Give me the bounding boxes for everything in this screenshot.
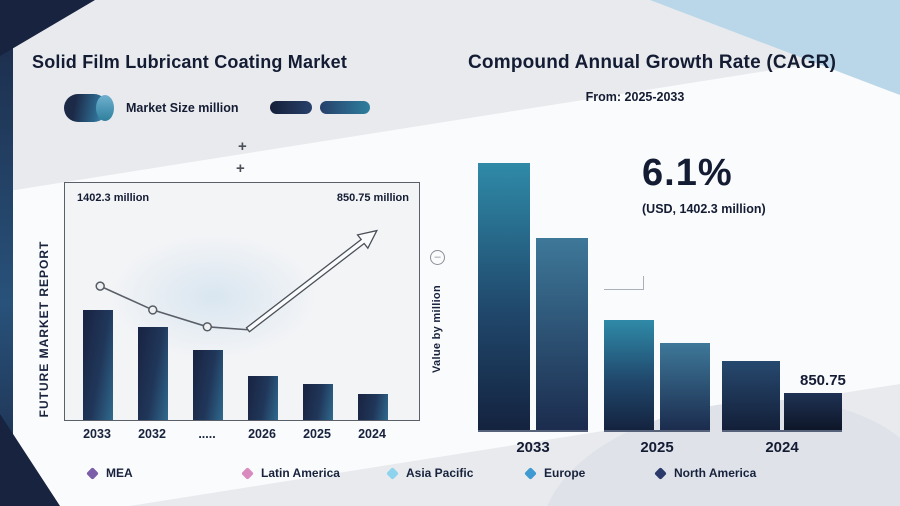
decorative-pill-right [320,101,370,114]
market-size-x-label-2033: 2033 [83,427,111,441]
left-chart-title: Solid Film Lubricant Coating Market [32,52,348,72]
legend-label: MEA [106,466,133,480]
cagr-bar-2025-2 [660,343,710,430]
future-market-report-label: FUTURE MARKET REPORT [37,240,51,418]
trend-marker [95,281,105,291]
legend-item-north-america: North America [654,466,757,480]
market-size-bar-..... [193,350,223,420]
diamond-icon [86,466,99,480]
cagr-bar-2033-2 [536,238,588,430]
cagr-bar-2024-2 [784,393,842,430]
trend-marker [148,305,158,315]
cagr-bar-group-2033 [478,160,588,432]
cagr-x-label-2024: 2024 [765,439,799,456]
region-legend: MEA Latin America Asia Pacific Europe North … [0,466,900,490]
cagr-callout: 6.1% (USD, 1402.3 million) [642,152,766,216]
top-left-corner-shape [0,0,95,56]
cagr-period-subtitle: From: 2025-2033 [585,90,685,104]
legend-label: North America [674,466,757,480]
market-size-bar-2024 [358,394,388,420]
corner-bracket-decoration [604,276,644,290]
market-size-x-label-2032: 2032 [138,427,166,441]
trend-line-chart [95,229,379,333]
circle-minus-icon: – [430,250,445,265]
market-size-bar-2033 [83,310,113,420]
max-value-label: 1402.3 million [77,192,150,204]
cagr-bar-group-2024 [722,160,842,432]
growth-arrow-icon [245,229,379,333]
market-size-x-label-2026: 2026 [248,427,276,441]
legend-label: Market Size million [126,101,239,115]
cagr-bar-2033-1 [478,163,530,430]
market-size-bar-2025 [303,384,333,420]
cagr-bar-group-2025 [604,160,710,432]
trend-marker [202,322,213,332]
legend-item-latin-america: Latin America [241,466,340,480]
left-edge-strip [0,0,13,506]
legend-item-europe: Europe [524,466,586,480]
cagr-bar-2024-1 [722,361,780,430]
diamond-icon [524,466,537,480]
legend-label: Asia Pacific [406,466,474,480]
cylinder-icon [64,92,114,124]
plus-icon: + [236,160,245,177]
right-chart-title: Compound Annual Growth Rate (CAGR) [468,52,837,73]
value-axis-label: Value by million [431,285,443,373]
min-value-label: 850.75 million [336,192,409,204]
cagr-basis: (USD, 1402.3 million) [642,202,766,216]
market-size-x-axis: 2033 2032..... 2026 2025 2024 [64,427,420,443]
trend-line [99,285,249,331]
market-size-x-label-2024: 2024 [358,427,386,441]
market-size-bar-2032 [138,327,168,420]
market-size-x-label-.....: ..... [198,427,216,441]
legend-label: Europe [544,466,586,480]
diamond-icon [654,466,667,480]
cagr-x-label-2025: 2025 [640,439,674,456]
legend-label: Latin America [261,466,340,480]
cagr-value: 6.1% [642,152,733,194]
diamond-icon [241,466,254,480]
diamond-icon [386,466,399,480]
legend-item-asia-pacific: Asia Pacific [386,466,474,480]
value-annotation: 850.75 [800,372,846,389]
legend-item-mea: MEA [86,466,133,480]
cagr-bar-chart: 2033 2025 2024 [470,158,870,458]
decorative-pill-left [270,101,312,114]
cagr-bar-2025-1 [604,320,654,430]
cylinder-cap [96,95,114,121]
plus-icon: + [238,138,247,155]
market-size-legend: Market Size million [64,92,239,124]
cagr-x-label-2033: 2033 [516,439,550,456]
market-size-bar-2026 [248,376,278,420]
market-size-chart: 1402.3 million 850.75 million [64,182,420,421]
market-size-x-label-2025: 2025 [303,427,331,441]
